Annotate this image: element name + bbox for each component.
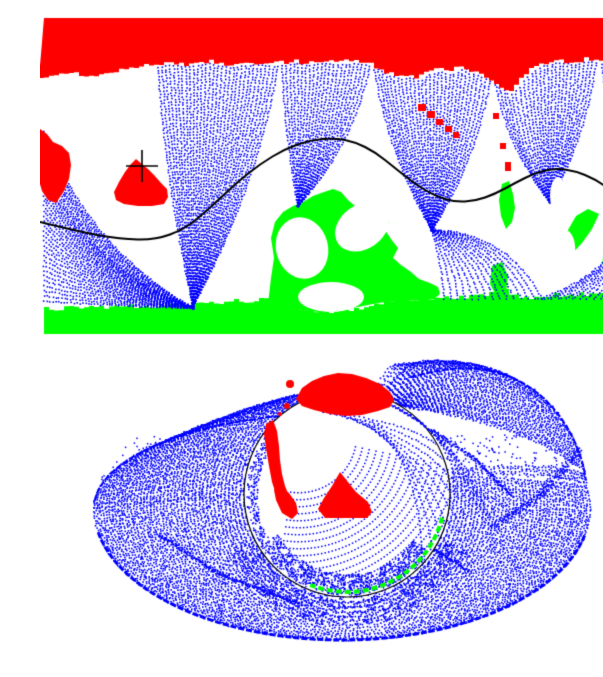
solar-magnetic-field-figure bbox=[40, 16, 603, 661]
synoptic-map-panel bbox=[40, 16, 603, 336]
field-view-3d-panel bbox=[40, 336, 603, 661]
